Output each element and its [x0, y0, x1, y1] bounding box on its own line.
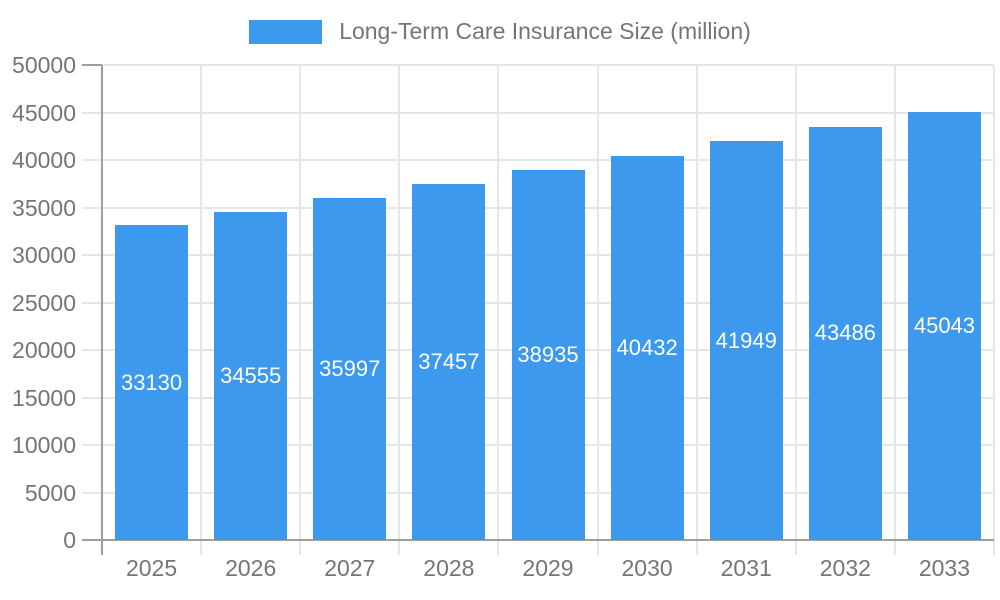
x-gridline: [893, 65, 896, 540]
x-axis-tick: [497, 540, 500, 555]
x-axis-tick: [695, 540, 698, 555]
bar[interactable]: 38935: [511, 170, 585, 540]
bar[interactable]: 40432: [610, 155, 684, 540]
y-axis-tick-label: 10000: [12, 432, 76, 458]
bar-value-label: 43486: [814, 320, 876, 346]
legend-item[interactable]: Long-Term Care Insurance Size (million): [0, 18, 1000, 45]
bar-value-label: 40432: [616, 334, 678, 360]
x-gridline: [993, 65, 995, 540]
y-axis-tick: [82, 301, 102, 304]
x-gridline: [794, 65, 797, 540]
x-gridline: [398, 65, 401, 540]
x-axis-line: [102, 539, 994, 541]
x-axis-tick-label: 2026: [225, 555, 277, 581]
y-axis-tick: [82, 349, 102, 351]
x-gridline: [695, 65, 698, 540]
x-axis-tick: [794, 540, 797, 555]
y-axis-tick-label: 0: [63, 527, 76, 553]
y-axis-tick: [82, 444, 102, 446]
x-axis-tick: [893, 540, 896, 555]
y-gridline: [102, 111, 994, 114]
y-axis-tick-label: 35000: [12, 194, 76, 221]
y-axis-tick: [82, 64, 102, 66]
bar[interactable]: 45043: [907, 112, 981, 540]
bar[interactable]: 34555: [214, 211, 288, 540]
legend-swatch: [249, 19, 323, 44]
bar[interactable]: 37457: [412, 184, 486, 540]
bar[interactable]: 43486: [808, 126, 882, 540]
x-axis-tick: [596, 540, 599, 555]
legend-label: Long-Term Care Insurance Size (million): [339, 18, 751, 44]
x-axis-tick: [299, 540, 302, 555]
y-axis-tick: [82, 539, 102, 541]
bar[interactable]: 35997: [313, 198, 387, 540]
y-gridline: [102, 159, 994, 161]
y-axis-tick: [82, 254, 102, 256]
x-axis-tick-label: 2030: [621, 555, 673, 581]
bar-value-label: 33130: [120, 369, 183, 395]
x-axis-tick: [993, 540, 995, 555]
x-axis-tick: [200, 540, 203, 555]
x-axis-tick-label: 2028: [423, 555, 475, 581]
y-axis-tick: [82, 206, 102, 209]
x-axis-tick-label: 2033: [918, 555, 971, 581]
y-axis-tick-label: 5000: [24, 479, 76, 506]
bar-value-label: 34555: [220, 362, 282, 388]
y-axis-tick: [82, 159, 102, 161]
y-gridline: [102, 64, 994, 66]
x-gridline: [299, 65, 302, 540]
x-axis-tick-label: 2025: [125, 555, 178, 581]
x-axis-tick-label: 2029: [522, 555, 574, 581]
x-gridline: [497, 65, 500, 540]
y-axis-tick-label: 45000: [12, 99, 76, 126]
bar-value-label: 35997: [319, 356, 381, 381]
bar-value-label: 38935: [517, 342, 579, 368]
y-axis-tick-label: 15000: [12, 384, 76, 411]
bar-value-label: 37457: [418, 349, 480, 375]
x-axis-tick-label: 2032: [819, 555, 871, 581]
y-axis-tick-label: 20000: [12, 337, 76, 363]
y-axis-tick: [82, 396, 102, 399]
x-axis-tick: [101, 540, 103, 555]
bar[interactable]: 33130: [115, 225, 189, 540]
x-gridline: [200, 65, 203, 540]
y-axis-tick-label: 25000: [12, 289, 76, 316]
bar-value-label: 41949: [715, 327, 777, 353]
x-axis-tick-label: 2027: [324, 555, 376, 581]
y-axis-line: [101, 65, 103, 540]
x-axis-tick-label: 2031: [720, 555, 772, 581]
y-axis-tick: [82, 111, 102, 114]
y-axis-tick-label: 30000: [12, 242, 76, 268]
bar[interactable]: 41949: [709, 141, 783, 540]
x-gridline: [596, 65, 599, 540]
y-axis-tick-label: 50000: [12, 52, 76, 78]
bar-value-label: 45043: [913, 313, 976, 339]
y-axis-tick: [82, 491, 102, 494]
x-axis-tick: [398, 540, 401, 555]
y-axis-tick-label: 40000: [12, 147, 76, 173]
